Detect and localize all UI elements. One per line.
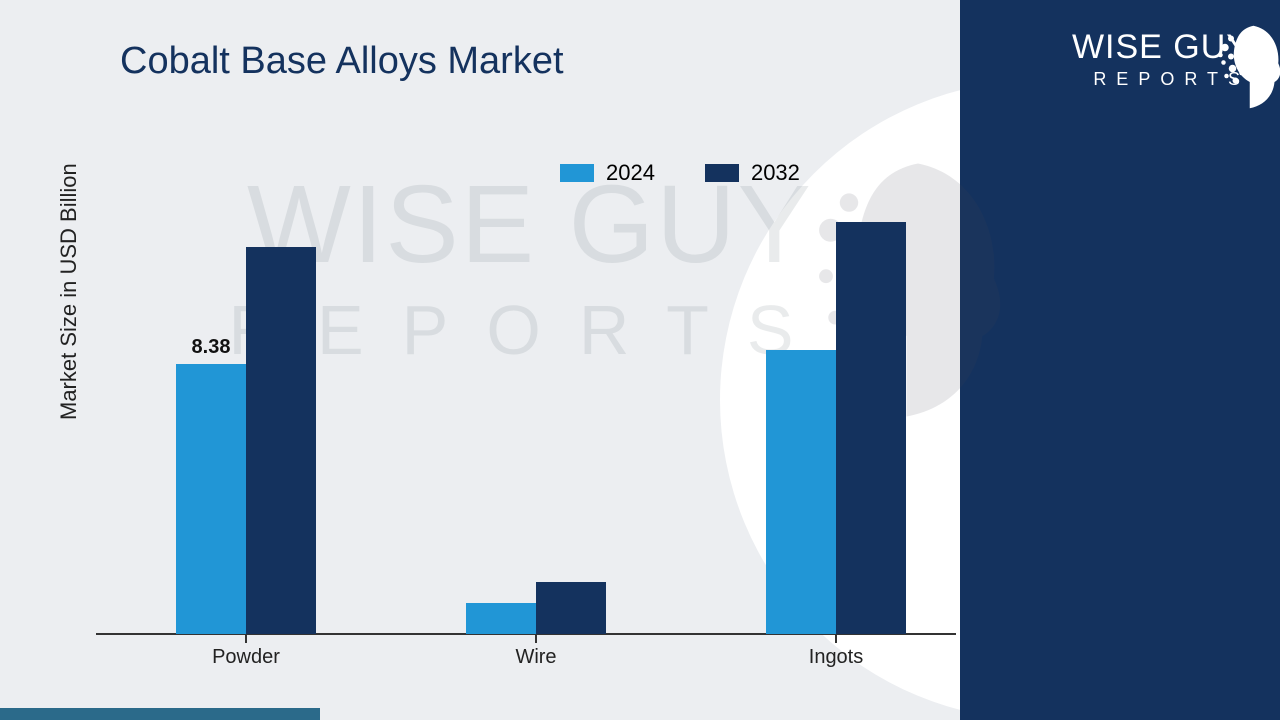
brand-logo: WISE GUY REPORTS <box>1072 28 1250 90</box>
bar <box>466 603 536 634</box>
legend-swatch <box>705 164 739 182</box>
stage: WISE GUY REPORTS Cobalt Base Alloys Mark… <box>0 0 1280 720</box>
legend-item: 2024 <box>560 160 655 186</box>
x-axis-category-label: Wire <box>515 646 556 669</box>
bar <box>836 222 906 634</box>
legend: 2024 2032 <box>560 160 800 186</box>
page-title: Cobalt Base Alloys Market <box>120 40 564 83</box>
legend-item: 2032 <box>705 160 800 186</box>
brand-line2: REPORTS <box>1072 69 1250 90</box>
legend-swatch <box>560 164 594 182</box>
bar <box>766 350 836 634</box>
bar <box>536 582 606 634</box>
legend-label: 2024 <box>606 160 655 186</box>
bar <box>176 364 246 634</box>
y-axis-label: Market Size in USD Billion <box>56 163 82 420</box>
chart-plot-area: PowderWireIngots8.38 <box>96 200 956 635</box>
footer-accent-bar <box>0 708 320 720</box>
brand-line1: WISE GUY <box>1072 28 1250 67</box>
bar-value-label: 8.38 <box>192 336 231 359</box>
legend-label: 2032 <box>751 160 800 186</box>
x-tick <box>535 635 537 643</box>
x-axis-category-label: Ingots <box>809 646 863 669</box>
x-tick <box>835 635 837 643</box>
bar <box>246 247 316 634</box>
x-axis-category-label: Powder <box>212 646 280 669</box>
x-tick <box>245 635 247 643</box>
